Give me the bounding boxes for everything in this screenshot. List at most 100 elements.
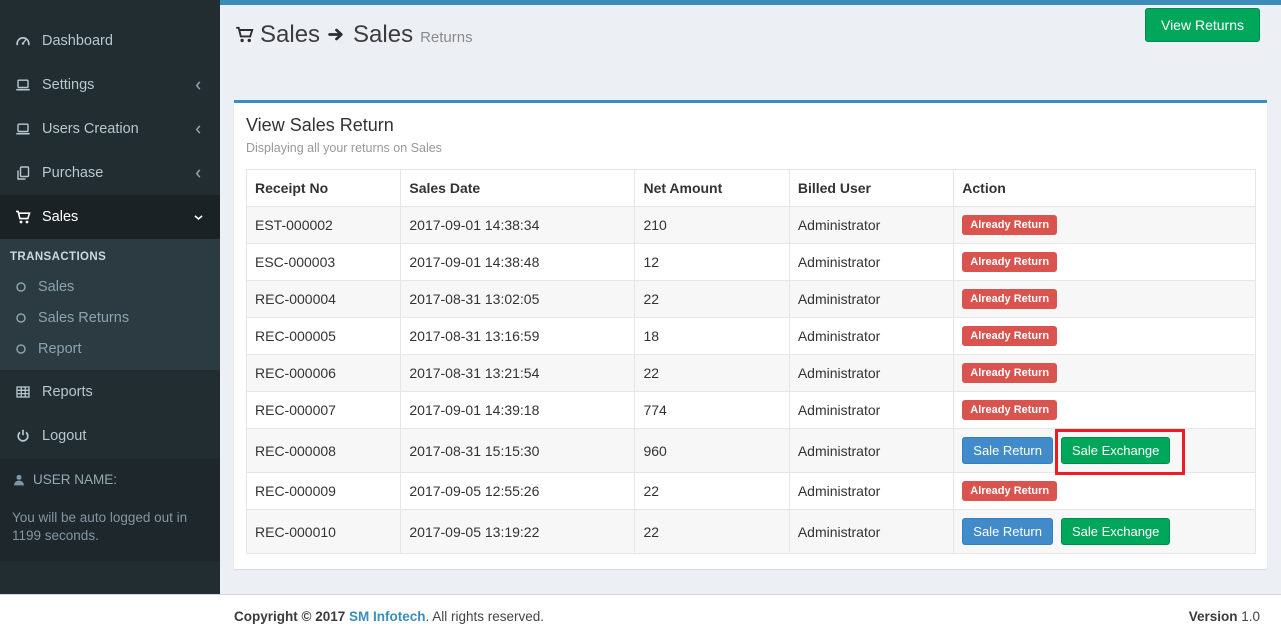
submenu-header: TRANSACTIONS [10,251,107,263]
sidebar-item-reports[interactable]: Reports [0,370,220,414]
sale-exchange-button[interactable]: Sale Exchange [1060,437,1171,464]
cell-receipt-no: REC-000006 [245,354,402,392]
cell-net-amount: 774 [634,391,790,429]
cell-sales-date: 2017-09-05 13:19:22 [400,509,636,554]
cell-net-amount: 22 [634,472,790,510]
user-name-label: USER NAME: [33,472,118,487]
cell-action: Already Return [953,206,1256,244]
col-header-billed-user: Billed User [788,169,955,207]
cell-net-amount: 210 [634,206,790,244]
table-row: REC-000010 2017-09-05 13:19:22 22 Admini… [245,509,1256,554]
breadcrumb-sales-2: Sales [353,21,414,48]
power-icon [17,428,29,442]
cell-billed-user: Administrator [788,280,955,318]
sale-return-button[interactable]: Sale Return [962,437,1053,464]
breadcrumb-sales: Sales [260,21,321,48]
cell-receipt-no: ESC-000003 [245,243,402,281]
already-return-badge: Already Return [962,326,1058,346]
action-wrap: Already Return [962,252,1058,272]
sidebar-item-sales[interactable]: Sales [0,195,220,239]
cell-sales-date: 2017-08-31 13:02:05 [400,280,636,318]
circle-icon [16,343,26,354]
sidebar-item-label: Sales [42,209,79,225]
sales-return-panel: View Sales Return Displaying all your re… [234,100,1267,569]
chevron-left-icon [195,80,201,90]
cart-icon [15,210,31,225]
autologout-line2: 1199 seconds. [12,528,99,543]
cell-billed-user: Administrator [788,317,955,355]
panel-subtitle: Displaying all your returns on Sales [246,141,442,155]
company-link[interactable]: SM Infotech [348,609,426,624]
cell-billed-user: Administrator [788,472,955,510]
col-header-action: Action [953,169,1256,207]
col-header-receipt-no: Receipt No [245,169,402,207]
table-row: REC-000005 2017-08-31 13:16:59 18 Admini… [245,317,1256,355]
cell-action: Already Return [953,391,1256,429]
sales-return-table: Receipt No Sales Date Net Amount Billed … [245,169,1256,554]
breadcrumb-returns: Returns [420,29,473,46]
copy-icon [17,166,30,180]
col-header-net-amount: Net Amount [634,169,790,207]
cell-action: Already Return [953,472,1256,510]
submenu-item-sales[interactable]: Sales [0,271,220,302]
table-row: REC-000009 2017-09-05 12:55:26 22 Admini… [245,472,1256,510]
cell-sales-date: 2017-09-05 12:55:26 [400,472,636,510]
action-wrap: Sale Exchange [1060,518,1171,545]
cell-action: Already Return [953,243,1256,281]
circle-icon [16,281,26,292]
cell-sales-date: 2017-09-01 14:39:18 [400,391,636,429]
action-wrap: Already Return [962,289,1058,309]
cell-sales-date: 2017-09-01 14:38:34 [400,206,636,244]
table-row: ESC-000003 2017-09-01 14:38:48 12 Admini… [245,243,1256,281]
action-wrap: Sale Return [962,518,1053,545]
cart-icon [235,26,254,44]
user-icon [14,474,24,485]
sale-return-button[interactable]: Sale Return [962,518,1053,545]
cell-net-amount: 18 [634,317,790,355]
table-row: REC-000008 2017-08-31 15:15:30 960 Admin… [245,428,1256,475]
sidebar-item-label: Purchase [42,165,104,181]
table-header-row: Receipt No Sales Date Net Amount Billed … [245,169,1256,207]
sidebar: Dashboard Settings Users Creation Purcha… [0,0,220,594]
action-wrap: Already Return [962,400,1058,420]
laptop-icon [15,123,31,135]
table-row: REC-000007 2017-09-01 14:39:18 774 Admin… [245,391,1256,429]
view-returns-button[interactable]: View Returns [1144,8,1260,42]
cell-billed-user: Administrator [788,428,955,473]
sidebar-item-settings[interactable]: Settings [0,63,220,107]
cell-action: Already Return [953,280,1256,318]
sale-exchange-button[interactable]: Sale Exchange [1060,518,1171,545]
cell-sales-date: 2017-08-31 15:15:30 [400,428,636,473]
already-return-badge: Already Return [962,252,1058,272]
top-accent-bar [220,0,1281,5]
action-wrap: Already Return [962,215,1058,235]
action-wrap: Already Return [962,481,1058,501]
cell-sales-date: 2017-08-31 13:21:54 [400,354,636,392]
submenu-item-sales-returns[interactable]: Sales Returns [0,302,220,333]
copyright-prefix: Copyright © 2017 [234,609,349,624]
sidebar-item-dashboard[interactable]: Dashboard [0,19,220,63]
main-content: Sales Sales Returns View Returns View Sa… [220,0,1281,594]
cell-sales-date: 2017-08-31 13:16:59 [400,317,636,355]
highlight-annotation-box: Sale Exchange [1054,429,1186,475]
chevron-down-icon [194,214,203,220]
submenu-item-label: Sales [38,278,75,295]
already-return-badge: Already Return [962,363,1058,383]
already-return-badge: Already Return [962,400,1058,420]
table-body: EST-000002 2017-09-01 14:38:34 210 Admin… [245,206,1256,554]
chevron-left-icon [195,168,201,178]
sidebar-item-users-creation[interactable]: Users Creation [0,107,220,151]
submenu-item-report[interactable]: Report [0,333,220,364]
chevron-left-icon [195,124,201,134]
cell-receipt-no: REC-000004 [245,280,402,318]
already-return-badge: Already Return [962,481,1058,501]
cell-action: Sale Return Sale Exchange [953,509,1256,554]
version-value: 1.0 [1241,609,1260,624]
table-row: EST-000002 2017-09-01 14:38:34 210 Admin… [245,206,1256,244]
sidebar-item-purchase[interactable]: Purchase [0,151,220,195]
cell-billed-user: Administrator [788,206,955,244]
sidebar-item-label: Logout [42,428,87,444]
cell-net-amount: 22 [634,509,790,554]
autologout-line1: You will be auto logged out in [12,510,188,525]
sidebar-item-logout[interactable]: Logout [0,414,220,458]
